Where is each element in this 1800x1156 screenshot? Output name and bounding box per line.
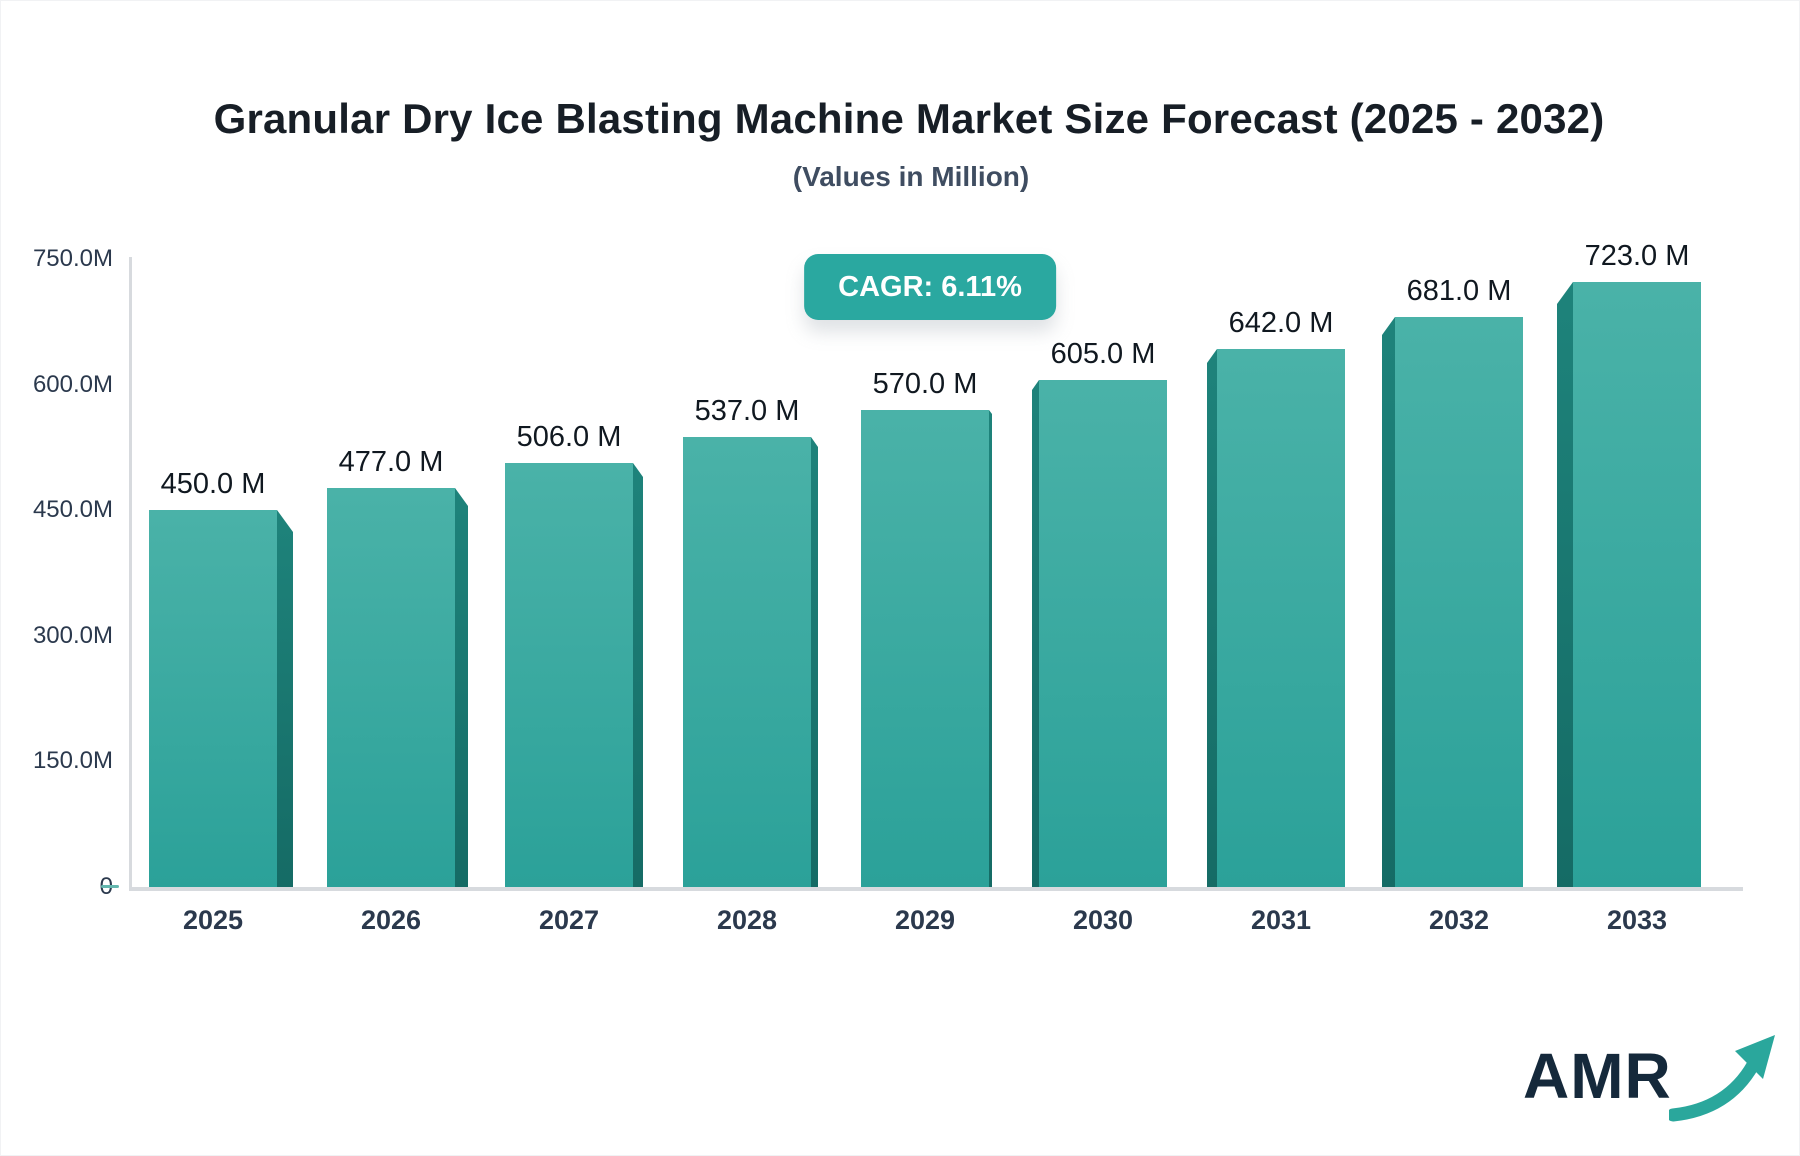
y-tick-label-150.0M: 150.0M [32,747,113,775]
chart-title: Granular Dry Ice Blasting Machine Market… [213,95,1605,142]
bar-side-face [633,463,643,887]
bar-front-face [327,488,455,887]
bar-2027[interactable] [505,463,643,887]
bar-side-face [989,410,992,887]
x-tick-label-2032: 2032 [1428,905,1490,935]
bar-front-face [1217,349,1345,887]
y-tick-label-0: 0 [1,872,113,902]
amr-logo-text: AMR [1523,1040,1672,1112]
bar-side-face [811,437,818,887]
bar-2030[interactable] [1032,380,1167,887]
bar-front-face [1395,317,1523,887]
x-tick-label-2031: 2031 [1250,905,1312,935]
bar-front-face [505,463,633,887]
zero-tick-mark [101,885,119,888]
bar-2032[interactable] [1382,317,1523,887]
bar-side-face [1382,317,1395,887]
bar-front-face [1039,380,1167,887]
y-tick-label-450.0M: 450.0M [32,496,113,524]
y-tick-label-600.0M: 600.0M [32,370,113,398]
logo-arrow-icon [1669,1035,1775,1122]
bar-2026[interactable] [327,488,468,887]
chart-subtitle: (Values in Million) [792,161,1030,192]
bar-2025[interactable] [149,510,293,887]
bar-side-face [1557,282,1573,887]
bar-2028[interactable] [683,437,818,887]
bar-2029[interactable] [861,410,992,887]
bar-side-face [1207,349,1217,887]
x-tick-label-2030: 2030 [1072,905,1134,935]
value-label-2033: 723.0 M [1584,240,1690,272]
value-label-2027: 506.0 M [516,421,622,453]
bar-front-face [861,410,989,887]
bar-side-face [455,488,468,887]
x-tick-label-2029: 2029 [894,905,956,935]
x-tick-label-2025: 2025 [182,905,244,935]
value-label-2026: 477.0 M [338,446,444,478]
bar-2033[interactable] [1557,282,1701,887]
bar-side-face [277,510,293,887]
x-tick-label-2033: 2033 [1606,905,1668,935]
value-label-2028: 537.0 M [694,395,800,427]
x-tick-label-2027: 2027 [538,905,600,935]
bar-front-face [683,437,811,887]
value-label-2025: 450.0 M [160,468,266,500]
x-tick-label-2026: 2026 [360,905,422,935]
y-axis-line [129,257,132,889]
amr-logo: AMR [1523,1031,1775,1131]
bar-front-face [1573,282,1701,887]
value-label-2030: 605.0 M [1050,338,1156,370]
cagr-badge: CAGR: 6.11% [804,254,1056,320]
value-label-2029: 570.0 M [872,368,978,400]
y-tick-label-300.0M: 300.0M [32,621,113,649]
x-axis-line [129,887,1743,891]
bar-front-face [149,510,277,887]
bar-2031[interactable] [1207,349,1345,887]
y-tick-label-750.0M: 750.0M [32,245,113,272]
bar-side-face [1032,380,1039,887]
value-label-2031: 642.0 M [1228,307,1334,339]
value-label-2032: 681.0 M [1406,275,1512,307]
x-tick-label-2028: 2028 [716,905,778,935]
